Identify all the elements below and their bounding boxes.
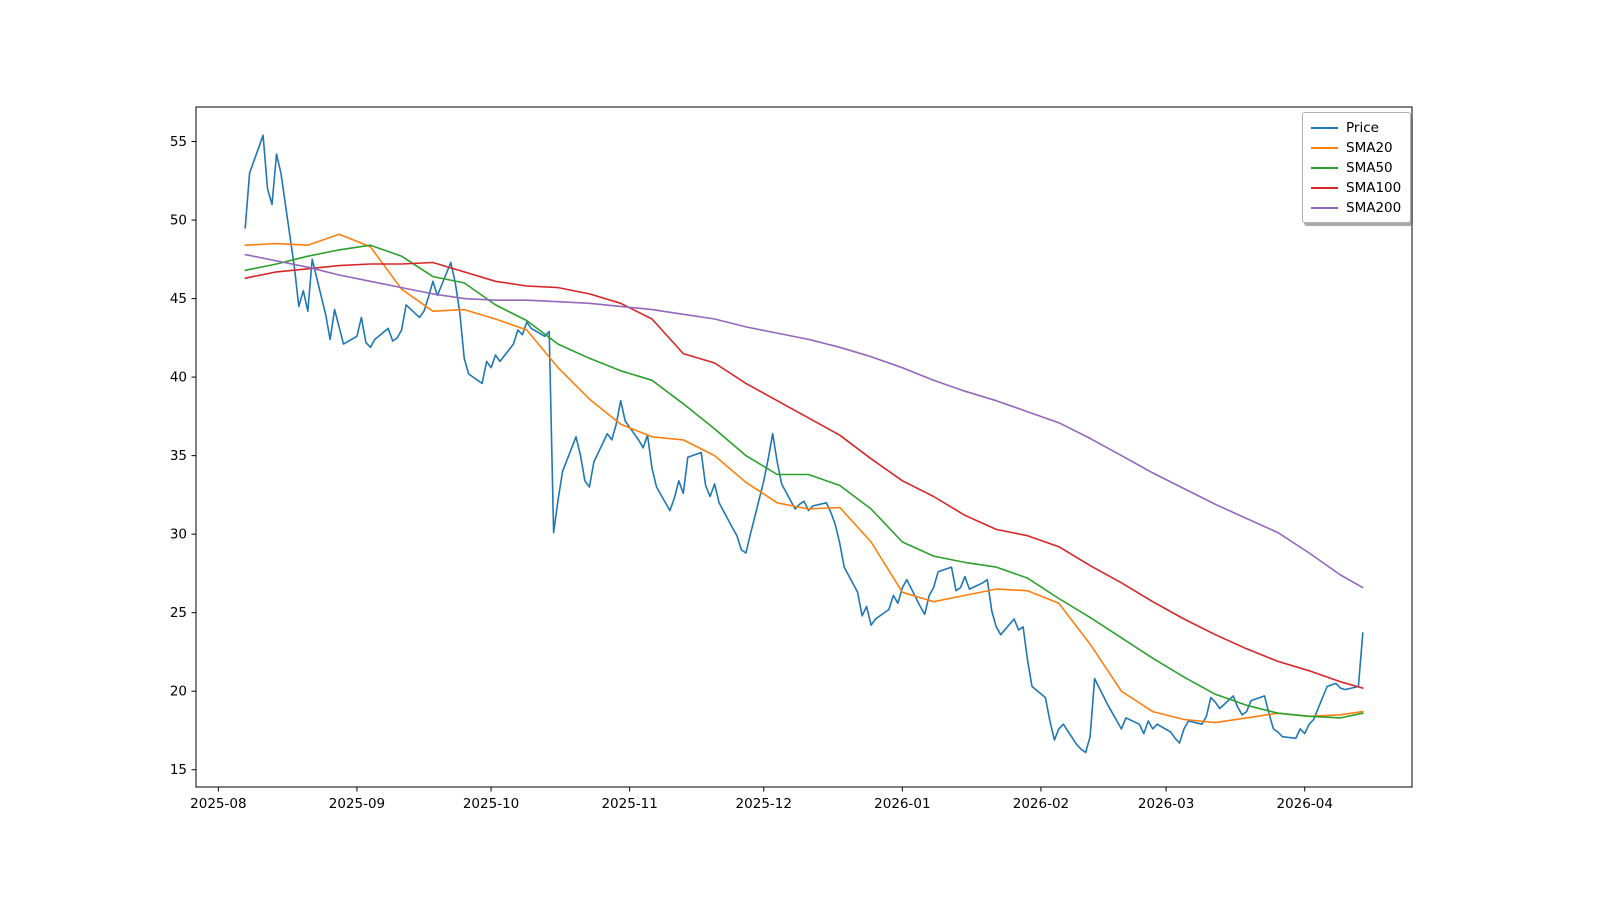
legend-label-sma200: SMA200	[1346, 199, 1402, 216]
svg-text:20: 20	[170, 684, 187, 700]
svg-text:40: 40	[170, 370, 187, 386]
svg-text:2026-02: 2026-02	[1013, 796, 1069, 812]
svg-text:25: 25	[170, 605, 187, 621]
svg-text:50: 50	[170, 213, 187, 229]
svg-text:2025-10: 2025-10	[463, 796, 519, 812]
legend-line-sma20	[1311, 146, 1338, 149]
legend-item-sma100: SMA100	[1311, 179, 1401, 196]
svg-text:2025-08: 2025-08	[190, 796, 246, 812]
svg-text:30: 30	[170, 527, 187, 543]
svg-text:2025-11: 2025-11	[601, 796, 657, 812]
legend-line-sma100	[1311, 186, 1338, 189]
legend-item-sma20: SMA20	[1311, 139, 1401, 156]
legend-label-sma100: SMA100	[1346, 179, 1402, 196]
svg-text:45: 45	[170, 291, 187, 307]
legend-item-sma200: SMA200	[1311, 199, 1401, 216]
legend-label-sma50: SMA50	[1346, 159, 1393, 176]
svg-text:2025-09: 2025-09	[329, 796, 385, 812]
legend-line-sma200	[1311, 206, 1338, 209]
legend-label-sma20: SMA20	[1346, 139, 1393, 156]
svg-text:2025-12: 2025-12	[736, 796, 792, 812]
svg-text:2026-04: 2026-04	[1277, 796, 1333, 812]
svg-text:2026-03: 2026-03	[1138, 796, 1194, 812]
svg-text:2026-01: 2026-01	[874, 796, 930, 812]
legend-item-sma50: SMA50	[1311, 159, 1401, 176]
svg-text:35: 35	[170, 448, 187, 464]
legend-line-sma50	[1311, 166, 1338, 169]
legend-box: Price SMA20 SMA50 SMA100 SMA200	[1302, 112, 1412, 223]
legend-label-price: Price	[1346, 119, 1379, 136]
legend-line-price	[1311, 126, 1338, 129]
svg-text:15: 15	[170, 762, 187, 778]
legend-item-price: Price	[1311, 119, 1401, 136]
svg-text:55: 55	[170, 134, 187, 150]
